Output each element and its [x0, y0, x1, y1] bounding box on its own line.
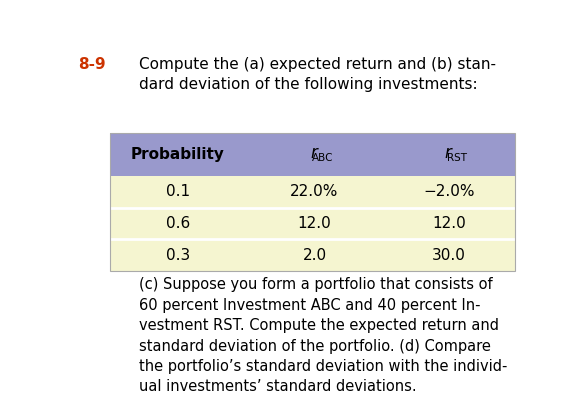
Text: 30.0: 30.0: [432, 248, 465, 263]
Text: 8-9: 8-9: [78, 57, 106, 72]
Text: 12.0: 12.0: [298, 216, 331, 231]
Bar: [110, 133, 515, 271]
Text: 0.1: 0.1: [166, 184, 190, 199]
Text: 2.0: 2.0: [302, 248, 326, 263]
Text: 0.6: 0.6: [166, 216, 190, 231]
Text: 22.0%: 22.0%: [291, 184, 339, 199]
Bar: [110, 208, 515, 240]
Text: 12.0: 12.0: [432, 216, 465, 231]
Text: Probability: Probability: [131, 147, 225, 162]
Text: $r$: $r$: [310, 144, 320, 162]
Text: (c) Suppose you form a portfolio that consists of
60 percent Investment ABC and : (c) Suppose you form a portfolio that co…: [139, 278, 508, 394]
Text: $r$: $r$: [444, 144, 454, 162]
Text: RST: RST: [447, 153, 467, 163]
Bar: [110, 176, 515, 208]
Text: Compute the (a) expected return and (b) stan-
dard deviation of the following in: Compute the (a) expected return and (b) …: [139, 57, 497, 92]
Text: ABC: ABC: [312, 153, 333, 163]
Bar: [110, 240, 515, 271]
Text: −2.0%: −2.0%: [423, 184, 474, 199]
Bar: [110, 133, 515, 176]
Text: 0.3: 0.3: [166, 248, 190, 263]
